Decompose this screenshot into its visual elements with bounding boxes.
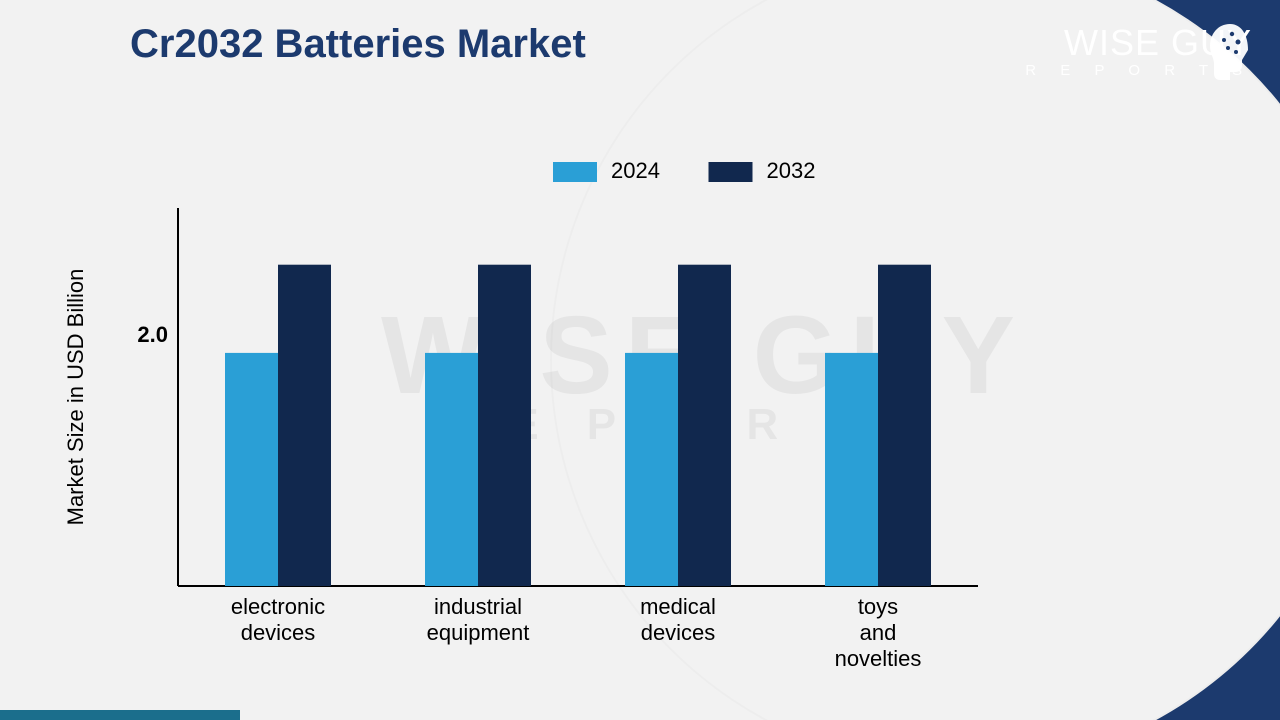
x-label-electronic-devices: electronicdevices — [231, 594, 325, 645]
bar-s2024-industrial-equipment — [425, 353, 478, 586]
bottom-accent-bar — [0, 710, 240, 720]
bar-s2024-toys-and-novelties — [825, 353, 878, 586]
y-tick-label: 2.0 — [137, 322, 168, 347]
legend-swatch-s2024 — [553, 162, 597, 182]
legend: 2024 2032 — [553, 158, 815, 183]
y-axis-label: Market Size in USD Billion — [63, 269, 88, 526]
x-label-toys-and-novelties: toysandnovelties — [835, 594, 922, 671]
chart-svg: Market Size in USD Billion 2.0 electroni… — [48, 150, 978, 690]
bar-s2024-electronic-devices — [225, 353, 278, 586]
bar-s2032-toys-and-novelties — [878, 265, 931, 586]
page-title: Cr2032 Batteries Market — [130, 22, 586, 67]
brand-logo: WISE GUY R E P O R T S — [1025, 22, 1252, 79]
legend-label-s2024: 2024 — [611, 158, 660, 183]
bars-group — [225, 265, 931, 586]
bar-s2032-medical-devices — [678, 265, 731, 586]
x-label-industrial-equipment: industrialequipment — [427, 594, 530, 645]
head-icon — [1204, 22, 1256, 82]
legend-label-s2032: 2032 — [767, 158, 816, 183]
x-labels-group: electronicdevices industrialequipment medi… — [231, 594, 922, 671]
legend-swatch-s2032 — [709, 162, 753, 182]
bar-s2032-industrial-equipment — [478, 265, 531, 586]
page-root: WISE GUY R E P O R T S Cr2032 Batteries … — [0, 0, 1280, 720]
chart: Market Size in USD Billion 2.0 electroni… — [48, 150, 978, 690]
bar-s2032-electronic-devices — [278, 265, 331, 586]
bar-s2024-medical-devices — [625, 353, 678, 586]
x-label-medical-devices: medicaldevices — [640, 594, 716, 645]
